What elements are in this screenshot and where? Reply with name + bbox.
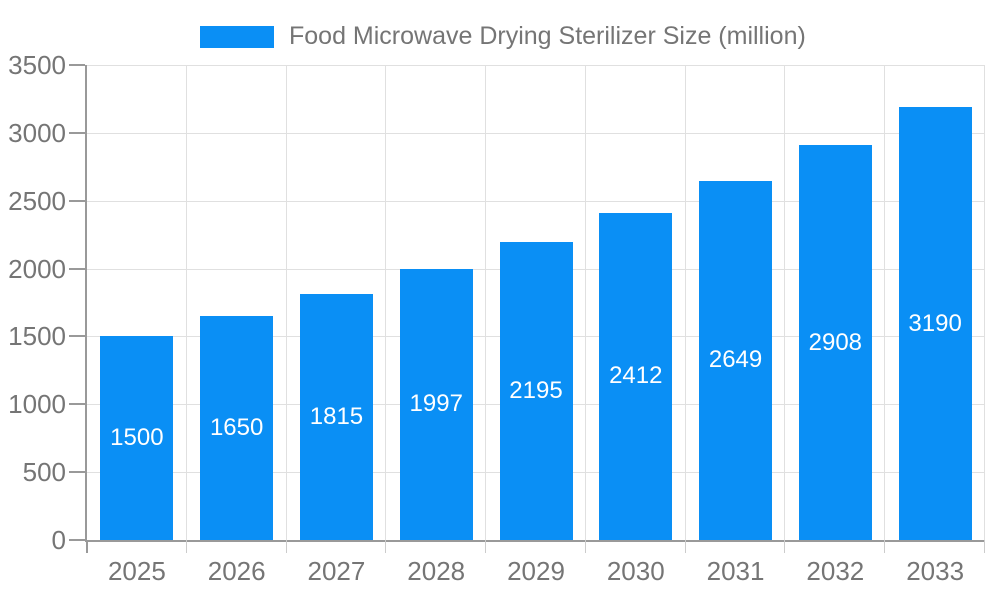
bar-2030[interactable]: 2412: [599, 212, 673, 540]
x-axis-tick: [984, 540, 985, 553]
bar-2027[interactable]: 1815: [299, 293, 373, 540]
x-axis-tick: [584, 540, 586, 553]
v-gridline: [485, 65, 487, 540]
bar-2026[interactable]: 1650: [200, 316, 274, 540]
legend[interactable]: Food Microwave Drying Sterilizer Size (m…: [200, 22, 806, 51]
bar-value-label: 3190: [908, 309, 962, 337]
h-gridline: [87, 200, 985, 202]
bar-value-label: 2195: [509, 377, 563, 405]
y-axis-label: 3500: [8, 50, 66, 80]
y-axis-tick: [69, 267, 85, 270]
v-gridline: [884, 65, 886, 540]
bar-value-label: 1500: [110, 424, 164, 452]
y-axis-label: 1000: [8, 389, 66, 420]
x-axis-label: 2025: [107, 556, 166, 586]
x-axis-tick: [185, 540, 187, 553]
x-axis-tick: [485, 540, 487, 553]
legend-swatch: [200, 25, 274, 48]
y-axis-label: 3000: [8, 117, 66, 148]
v-gridline: [584, 65, 586, 540]
x-axis-label: 2026: [207, 556, 266, 586]
x-axis-label: 2029: [507, 556, 565, 586]
h-gridline: [87, 65, 985, 66]
bar-2028[interactable]: 1997: [399, 268, 473, 540]
y-axis-label: 1500: [8, 321, 66, 352]
y-axis-label: 2500: [8, 185, 66, 216]
x-axis-label: 2028: [407, 556, 466, 586]
y-axis-label: 500: [22, 457, 66, 488]
x-axis-label: 2030: [606, 556, 665, 586]
x-axis-tick: [884, 540, 886, 553]
v-gridline: [984, 65, 985, 540]
x-axis-label: 2033: [906, 556, 965, 586]
y-axis-label: 2000: [8, 253, 66, 284]
bar-value-label: 1815: [309, 402, 364, 430]
x-axis-tick: [86, 540, 88, 553]
y-axis-tick: [69, 64, 85, 66]
v-gridline: [285, 65, 287, 540]
y-axis-line: [85, 65, 87, 542]
bar-2033[interactable]: 3190: [898, 107, 972, 540]
bar-value-label: 1650: [209, 414, 264, 442]
y-axis-tick: [69, 539, 85, 541]
v-gridline: [385, 65, 387, 540]
x-axis-tick: [285, 540, 287, 553]
x-axis-tick: [684, 540, 686, 553]
bar-2029[interactable]: 2195: [499, 242, 573, 540]
x-axis-label: 2027: [307, 556, 366, 586]
x-axis-label: 2032: [806, 556, 865, 586]
bar-value-label: 2412: [609, 362, 663, 390]
bar-2032[interactable]: 2908: [798, 145, 872, 540]
v-gridline: [684, 65, 686, 540]
y-axis-tick: [69, 199, 85, 202]
y-axis-tick: [69, 403, 85, 406]
y-axis-tick: [69, 131, 85, 134]
x-axis-tick: [385, 540, 387, 553]
v-gridline: [185, 65, 187, 540]
bar-value-label: 2908: [808, 328, 863, 356]
y-axis-tick: [69, 335, 85, 338]
x-axis-label: 2031: [706, 556, 765, 586]
plot-area: 1500 1650 1815 1997 2195 2412 2649 2908 3190: [86, 65, 985, 553]
v-gridline: [784, 65, 786, 540]
h-gridline: [87, 132, 985, 134]
y-axis-tick: [69, 471, 85, 474]
x-axis-tick: [784, 540, 786, 553]
bar-2031[interactable]: 2649: [699, 180, 773, 540]
y-axis-label: 0: [51, 525, 66, 555]
x-axis-line: [85, 540, 985, 542]
bar-2025[interactable]: 1500: [100, 336, 174, 540]
bar-value-label: 2649: [708, 346, 763, 374]
legend-label: Food Microwave Drying Sterilizer Size (m…: [289, 22, 806, 50]
bar-value-label: 1997: [409, 390, 463, 418]
